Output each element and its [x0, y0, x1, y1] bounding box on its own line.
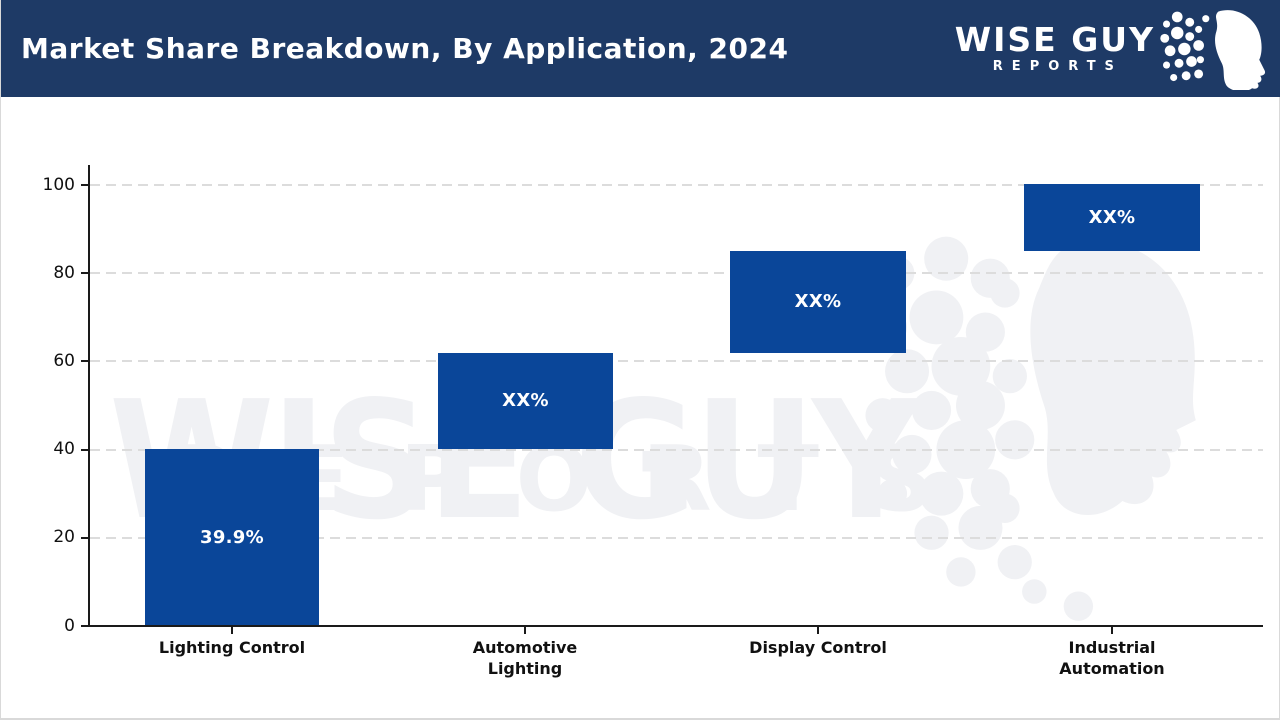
bar-industrial-automation: XX%: [1024, 184, 1200, 251]
header-bar: Market Share Breakdown, By Application, …: [1, 0, 1280, 97]
y-tick-mark: [81, 448, 88, 451]
y-tick-label: 80: [53, 262, 75, 283]
bar-value-label: 39.9%: [200, 526, 264, 548]
y-tick-label: 20: [53, 527, 75, 548]
y-tick-label: 100: [42, 174, 75, 195]
plot-area: WISE GUY REPORTS 0 20: [1, 97, 1280, 718]
wiseguy-logo: WISE GUY REPORTS: [955, 8, 1267, 90]
x-tick-mark: [231, 627, 233, 634]
y-tick-mark: [81, 360, 88, 363]
grid-line: [90, 360, 1263, 363]
grid-line: [90, 536, 1263, 539]
x-axis-label: Automotive Lighting: [472, 638, 578, 678]
x-axis-label: Display Control: [749, 638, 887, 657]
grid-line: [90, 184, 1263, 186]
x-axis-line: [88, 625, 1263, 627]
bar-lighting-control: 39.9%: [145, 449, 319, 625]
x-tick-mark: [524, 627, 526, 634]
watermark-face-icon: [865, 236, 1196, 621]
bar-value-label: XX%: [502, 390, 549, 412]
y-tick-label: 60: [53, 350, 75, 371]
logo-subtitle: REPORTS: [992, 59, 1123, 75]
wiseguy-face-icon: [1160, 9, 1266, 90]
grid-line: [90, 448, 1263, 451]
x-axis-label: Industrial Automation: [1059, 638, 1165, 678]
bar-display-control: XX%: [730, 250, 906, 353]
bar-automotive-lighting: XX%: [438, 352, 613, 449]
y-tick-label: 0: [64, 615, 75, 636]
grid-line: [90, 272, 1263, 275]
y-axis-line: [88, 165, 90, 627]
bar-value-label: XX%: [794, 291, 842, 313]
y-tick-mark: [81, 184, 88, 186]
logo-text: WISE GUY REPORTS: [954, 19, 1155, 75]
y-tick-mark: [81, 536, 88, 539]
x-tick-mark: [817, 627, 819, 634]
bar-value-label: XX%: [1088, 206, 1136, 228]
y-tick-label: 40: [53, 439, 75, 460]
x-tick-mark: [1111, 627, 1113, 634]
page-title: Market Share Breakdown, By Application, …: [21, 32, 789, 65]
y-tick-mark: [81, 272, 88, 275]
logo-wordmark: WISE GUY: [954, 19, 1155, 59]
x-axis-label: Lighting Control: [158, 638, 306, 657]
y-tick-mark: [81, 625, 88, 627]
